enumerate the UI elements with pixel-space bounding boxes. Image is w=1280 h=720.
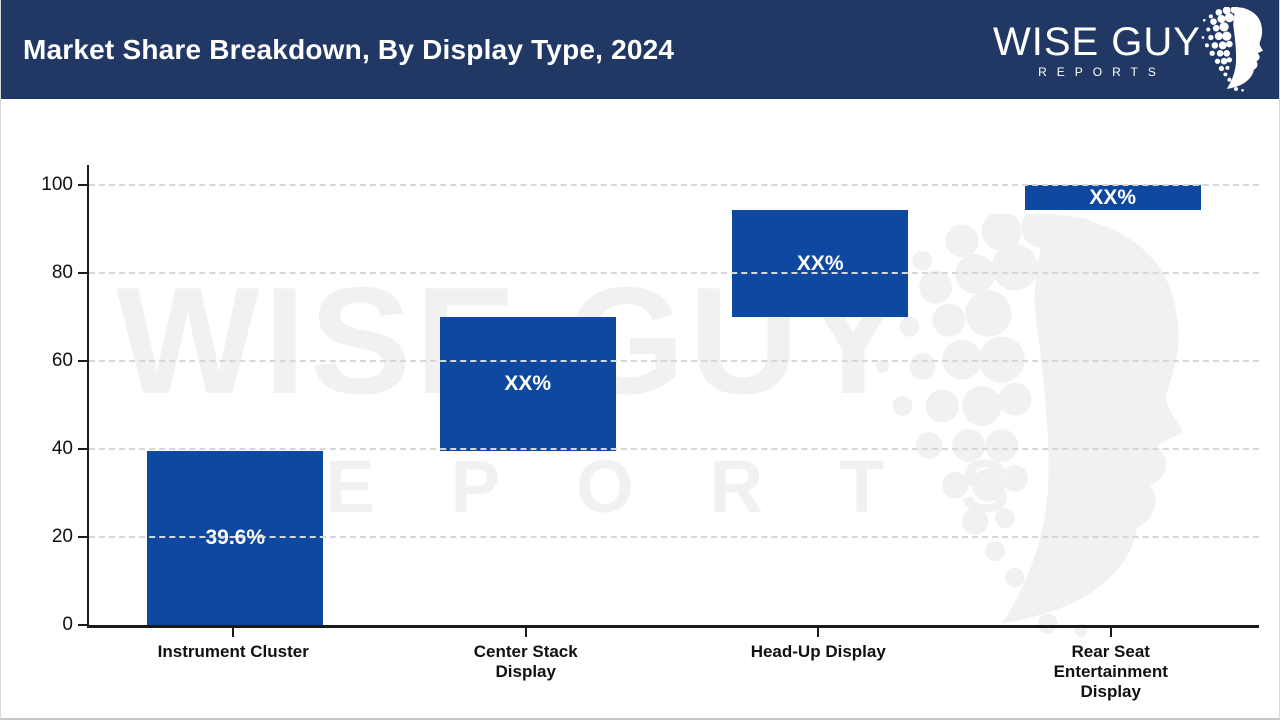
logo-text: WISE GUY REPORTS: [993, 21, 1201, 79]
bar-center-stack-display: XX%: [439, 317, 616, 451]
gridline-100: [89, 184, 1259, 186]
x-category-label: Head-Up Display: [750, 642, 886, 661]
y-tick-mark: [78, 624, 87, 626]
plot-area: 39.6% XX% XX% XX%: [87, 165, 1259, 628]
y-tick-mark: [78, 360, 87, 362]
y-tick-label: 80: [51, 262, 73, 283]
gridline-20: [89, 536, 1259, 538]
x-tick-mark: [1109, 628, 1112, 637]
y-tick-label: 0: [62, 614, 73, 635]
page-title: Market Share Breakdown, By Display Type,…: [23, 33, 675, 65]
y-tick-label: 40: [51, 438, 73, 459]
y-tick-mark: [78, 448, 87, 450]
header: Market Share Breakdown, By Display Type,…: [1, 0, 1279, 99]
x-category-label: Instrument Cluster: [157, 642, 309, 661]
x-category-label: Rear Seat Entertainment Display: [1053, 642, 1168, 701]
bar-head-up-display: XX%: [732, 210, 909, 317]
y-tick-label: 20: [51, 526, 73, 547]
gridline-80: [89, 272, 1259, 274]
y-tick-label: 100: [41, 174, 73, 195]
gridline-60: [89, 360, 1259, 362]
bar-value-label: XX%: [1089, 185, 1137, 209]
bar-rear-seat-entertainment-display: XX%: [1024, 185, 1201, 211]
wiseguy-head-icon: [1199, 5, 1265, 93]
x-tick-mark: [232, 628, 235, 637]
x-tick-mark: [817, 628, 820, 637]
logo-sub: REPORTS: [1038, 64, 1166, 79]
bar-value-label: XX%: [504, 371, 552, 395]
gridline-40: [89, 448, 1259, 450]
chart-area: WISE GUY REPORTS 39.6% XX% XX% XX% 0 20 40 60 8…: [1, 99, 1279, 718]
y-tick-mark: [78, 184, 87, 186]
y-tick-mark: [78, 536, 87, 538]
x-tick-mark: [524, 628, 527, 637]
wiseguy-logo: WISE GUY REPORTS: [993, 5, 1265, 93]
bar-value-label: XX%: [796, 251, 844, 275]
x-category-label: Center Stack Display: [473, 642, 578, 681]
y-tick-label: 60: [51, 350, 73, 371]
logo-brand: WISE GUY: [992, 19, 1201, 64]
y-tick-mark: [78, 272, 87, 274]
